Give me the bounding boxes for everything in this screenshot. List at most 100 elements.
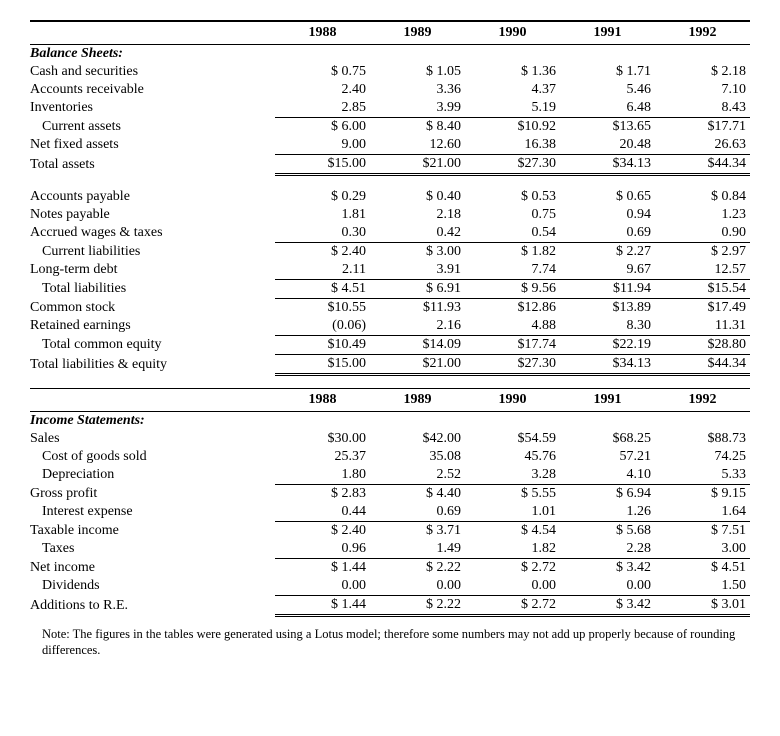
cell-value: 4.10 xyxy=(560,466,655,485)
financial-table: 19881989199019911992Balance Sheets:Cash … xyxy=(30,21,750,617)
cell-value: $44.34 xyxy=(655,355,750,375)
cell-value: $ 2.83 xyxy=(275,485,370,504)
table-row: Total liabilities$ 4.51$ 6.91$ 9.56$11.9… xyxy=(30,280,750,299)
row-label: Gross profit xyxy=(30,485,275,504)
cell-value: 3.99 xyxy=(370,99,465,118)
year-header: 1991 xyxy=(560,22,655,45)
cell-value: 0.90 xyxy=(655,224,750,243)
cell-value: 0.44 xyxy=(275,503,370,522)
cell-value: $ 2.22 xyxy=(370,596,465,616)
cell-value: 1.80 xyxy=(275,466,370,485)
cell-value: 7.74 xyxy=(465,261,560,280)
cell-value: $13.89 xyxy=(560,299,655,318)
cell-value: $ 0.84 xyxy=(655,188,750,206)
balance-sheets-title: Balance Sheets: xyxy=(30,45,750,64)
table-row: Interest expense0.440.691.011.261.64 xyxy=(30,503,750,522)
row-label: Current liabilities xyxy=(30,243,275,262)
cell-value: $13.65 xyxy=(560,118,655,137)
cell-value: $15.54 xyxy=(655,280,750,299)
row-label: Additions to R.E. xyxy=(30,596,275,616)
cell-value: 45.76 xyxy=(465,448,560,466)
cell-value: $ 1.05 xyxy=(370,63,465,81)
cell-value: 0.00 xyxy=(560,577,655,596)
cell-value: 25.37 xyxy=(275,448,370,466)
table-row: Cost of goods sold25.3735.0845.7657.2174… xyxy=(30,448,750,466)
cell-value: 0.30 xyxy=(275,224,370,243)
year-header: 1988 xyxy=(275,22,370,45)
row-label: Total common equity xyxy=(30,336,275,355)
cell-value: $17.71 xyxy=(655,118,750,137)
row-label: Depreciation xyxy=(30,466,275,485)
table-row: Net fixed assets9.0012.6016.3820.4826.63 xyxy=(30,136,750,155)
cell-value: 26.63 xyxy=(655,136,750,155)
cell-value: 1.26 xyxy=(560,503,655,522)
cell-value: $ 1.44 xyxy=(275,559,370,578)
cell-value: 12.60 xyxy=(370,136,465,155)
table-row: Total common equity$10.49$14.09$17.74$22… xyxy=(30,336,750,355)
cell-value: 2.18 xyxy=(370,206,465,224)
cell-value: $10.92 xyxy=(465,118,560,137)
cell-value: $ 2.40 xyxy=(275,243,370,262)
cell-value: $ 4.51 xyxy=(275,280,370,299)
row-label: Current assets xyxy=(30,118,275,137)
row-label: Accounts receivable xyxy=(30,81,275,99)
cell-value: $17.49 xyxy=(655,299,750,318)
cell-value: $ 2.72 xyxy=(465,596,560,616)
cell-value: $ 0.29 xyxy=(275,188,370,206)
cell-value: $17.74 xyxy=(465,336,560,355)
cell-value: 57.21 xyxy=(560,448,655,466)
cell-value: 3.00 xyxy=(655,540,750,559)
cell-value: $ 3.42 xyxy=(560,559,655,578)
cell-value: $30.00 xyxy=(275,430,370,448)
row-label: Common stock xyxy=(30,299,275,318)
row-label: Accounts payable xyxy=(30,188,275,206)
cell-value: $ 0.75 xyxy=(275,63,370,81)
cell-value: 35.08 xyxy=(370,448,465,466)
row-label: Cost of goods sold xyxy=(30,448,275,466)
row-label: Long-term debt xyxy=(30,261,275,280)
table-row: Retained earnings(0.06)2.164.888.3011.31 xyxy=(30,317,750,336)
cell-value: $27.30 xyxy=(465,355,560,375)
cell-value: $14.09 xyxy=(370,336,465,355)
cell-value: 0.42 xyxy=(370,224,465,243)
year-header: 1990 xyxy=(465,389,560,412)
row-label: Taxable income xyxy=(30,522,275,541)
cell-value: 0.00 xyxy=(465,577,560,596)
cell-value: 0.69 xyxy=(370,503,465,522)
cell-value: $11.93 xyxy=(370,299,465,318)
cell-value: $ 2.27 xyxy=(560,243,655,262)
table-row: Accounts payable$ 0.29$ 0.40$ 0.53$ 0.65… xyxy=(30,188,750,206)
cell-value: 2.28 xyxy=(560,540,655,559)
cell-value: $15.00 xyxy=(275,155,370,175)
year-header-row: 19881989199019911992 xyxy=(30,22,750,45)
row-label: Net income xyxy=(30,559,275,578)
table-row: Taxes0.961.491.822.283.00 xyxy=(30,540,750,559)
cell-value: 3.28 xyxy=(465,466,560,485)
table-row: Additions to R.E.$ 1.44$ 2.22$ 2.72$ 3.4… xyxy=(30,596,750,616)
cell-value: 3.36 xyxy=(370,81,465,99)
row-label: Net fixed assets xyxy=(30,136,275,155)
cell-value: 2.16 xyxy=(370,317,465,336)
cell-value: $ 6.00 xyxy=(275,118,370,137)
table-row: Long-term debt2.113.917.749.6712.57 xyxy=(30,261,750,280)
cell-value: $ 1.71 xyxy=(560,63,655,81)
cell-value: 1.82 xyxy=(465,540,560,559)
cell-value: 1.01 xyxy=(465,503,560,522)
cell-value: $15.00 xyxy=(275,355,370,375)
cell-value: $ 0.40 xyxy=(370,188,465,206)
cell-value: 1.64 xyxy=(655,503,750,522)
row-label: Retained earnings xyxy=(30,317,275,336)
cell-value: $34.13 xyxy=(560,355,655,375)
cell-value: $ 6.94 xyxy=(560,485,655,504)
cell-value: 0.00 xyxy=(275,577,370,596)
cell-value: $34.13 xyxy=(560,155,655,175)
cell-value: $88.73 xyxy=(655,430,750,448)
table-row: Inventories2.853.995.196.488.43 xyxy=(30,99,750,118)
cell-value: $ 4.51 xyxy=(655,559,750,578)
table-row: Common stock$10.55$11.93$12.86$13.89$17.… xyxy=(30,299,750,318)
cell-value: 9.00 xyxy=(275,136,370,155)
cell-value: $11.94 xyxy=(560,280,655,299)
cell-value: 8.30 xyxy=(560,317,655,336)
cell-value: 7.10 xyxy=(655,81,750,99)
cell-value: 12.57 xyxy=(655,261,750,280)
